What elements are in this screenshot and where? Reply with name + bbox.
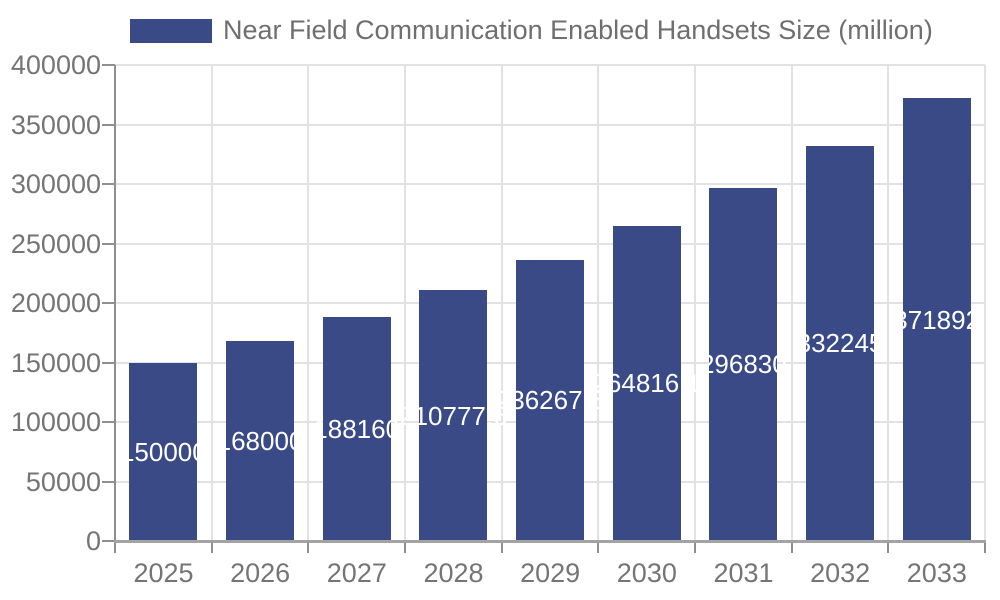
- bar-2030: 264816.1: [592, 225, 701, 541]
- y-axis-tick: [102, 183, 115, 185]
- vertical-gridline: [887, 65, 890, 541]
- legend-color-swatch: [130, 19, 212, 43]
- y-axis-tick: [102, 421, 115, 423]
- vertical-gridline: [500, 65, 503, 541]
- vertical-gridline: [210, 65, 213, 541]
- bar-value-label: 371892: [893, 304, 981, 335]
- x-axis-tick: [404, 541, 406, 553]
- bar-value-label: 210777.6: [399, 400, 508, 431]
- vertical-gridline: [984, 65, 986, 541]
- x-axis-tick: [114, 541, 116, 553]
- x-axis-tick: [984, 541, 986, 553]
- x-tick-label: 2031: [713, 558, 774, 588]
- bar-value-label: 296830: [699, 349, 787, 380]
- x-axis-tick: [500, 541, 503, 553]
- bar-2033: 371892: [893, 98, 980, 541]
- y-tick-label: 100000: [10, 407, 101, 437]
- bar-value-label: 236267.5: [495, 385, 605, 416]
- legend-label: Near Field Communication Enabled Handset…: [223, 15, 933, 45]
- y-axis-tick: [102, 302, 115, 304]
- y-tick-label: 250000: [10, 228, 101, 259]
- bar-value-label: 188160: [313, 414, 401, 445]
- y-axis-line: [114, 65, 116, 543]
- horizontal-gridline: [115, 123, 985, 126]
- bar-2029: 236267.5: [496, 259, 604, 541]
- bar-2026: 168000: [217, 341, 303, 541]
- vertical-gridline: [694, 65, 696, 541]
- vertical-gridline: [307, 65, 310, 541]
- x-axis-tick: [210, 541, 213, 553]
- y-tick-label: 50000: [25, 466, 101, 497]
- x-tick-label: 2025: [133, 558, 194, 588]
- y-axis-tick: [102, 123, 115, 126]
- x-tick-label: 2033: [906, 558, 967, 588]
- y-tick-label: 350000: [10, 109, 101, 140]
- x-axis-tick: [597, 541, 600, 553]
- x-axis-tick: [694, 541, 696, 553]
- vertical-gridline: [404, 65, 406, 541]
- x-tick-label: 2032: [810, 558, 871, 588]
- vertical-gridline: [597, 65, 600, 541]
- horizontal-gridline: [115, 242, 985, 245]
- y-tick-label: 300000: [10, 169, 101, 199]
- x-tick-label: 2028: [423, 558, 484, 588]
- x-axis-tick: [790, 541, 793, 553]
- bar-2025: 150000: [120, 362, 207, 541]
- y-axis-tick: [102, 361, 115, 364]
- bar-2031: 296830: [700, 187, 787, 541]
- x-axis-tick: [887, 541, 890, 553]
- vertical-gridline: [790, 65, 793, 541]
- x-axis-tick: [307, 541, 310, 553]
- horizontal-gridline: [115, 183, 985, 185]
- x-tick-label: 2027: [326, 558, 387, 588]
- y-axis-tick: [102, 64, 115, 66]
- horizontal-gridline: [115, 64, 985, 66]
- bar-value-label: 332245: [796, 328, 884, 359]
- y-axis-tick: [102, 480, 115, 483]
- y-axis-tick: [102, 242, 115, 245]
- bar-2027: 188160: [313, 317, 400, 541]
- bar-2032: 332245: [797, 145, 883, 541]
- y-tick-label: 400000: [10, 50, 101, 80]
- y-tick-label: 200000: [10, 288, 101, 318]
- bar-value-label: 264816.1: [592, 368, 701, 399]
- bar-2028: 210777.6: [399, 290, 508, 541]
- x-tick-label: 2026: [230, 558, 291, 588]
- y-tick-label: 0: [85, 526, 101, 556]
- x-axis-line: [114, 540, 986, 543]
- y-tick-label: 150000: [10, 347, 101, 378]
- bar-value-label: 168000: [216, 426, 304, 457]
- x-tick-label: 2030: [616, 558, 677, 588]
- bar-value-label: 150000: [119, 436, 207, 467]
- y-axis-tick: [102, 540, 115, 542]
- x-tick-label: 2029: [520, 558, 581, 588]
